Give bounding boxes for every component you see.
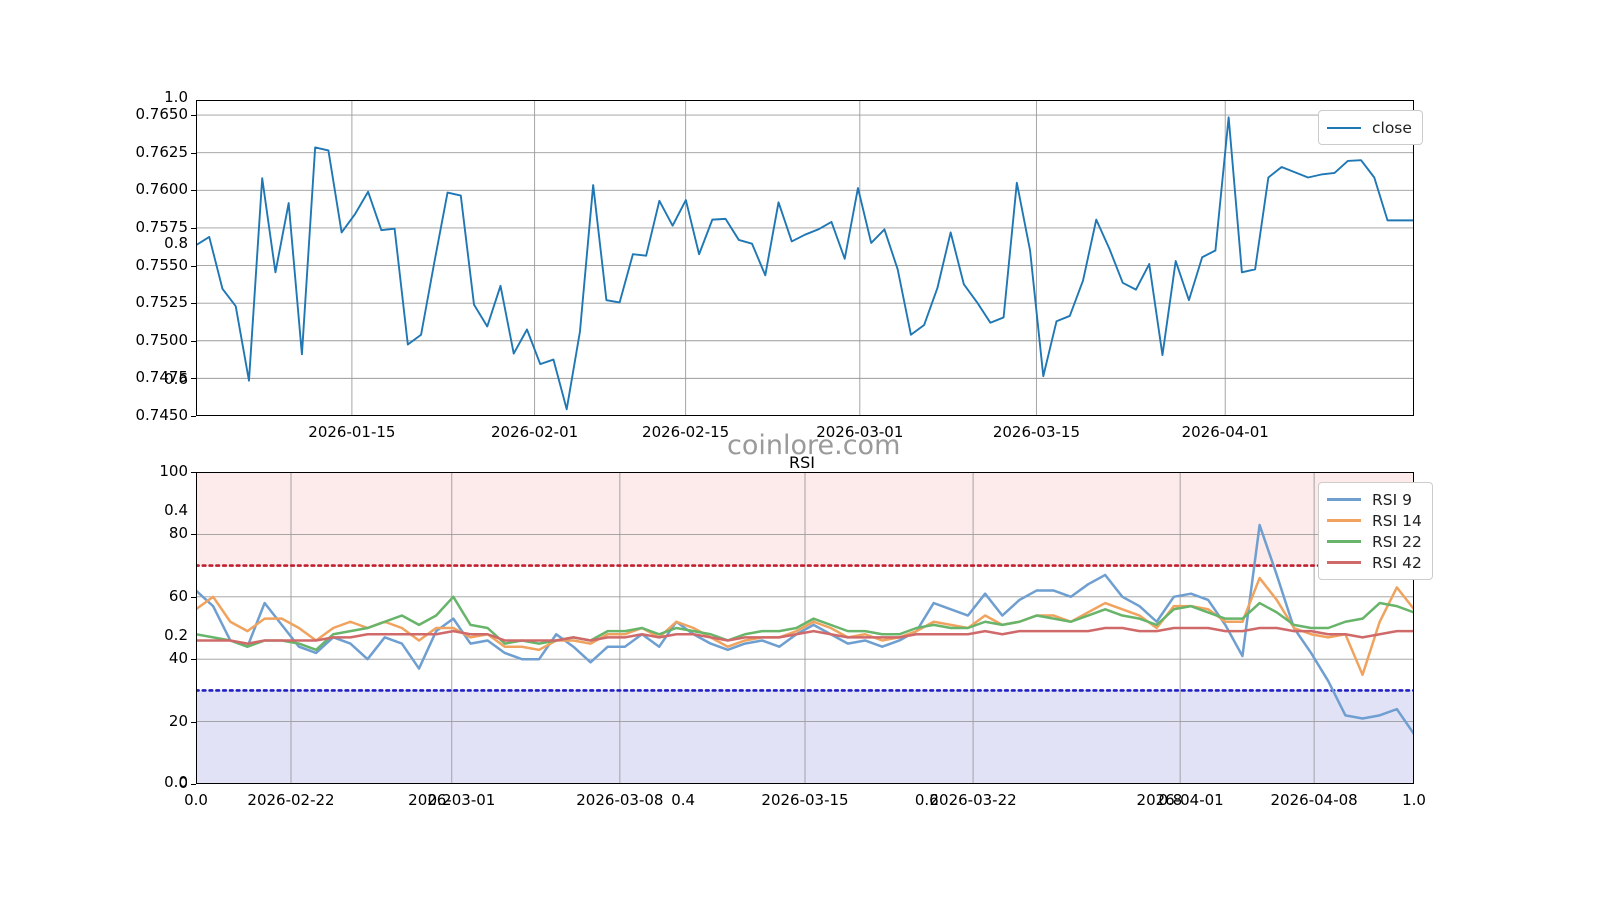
legend-swatch-icon: [1327, 561, 1361, 564]
rsi-overlay-x-tick-label: 0.4: [671, 791, 696, 809]
rsi-x-tick-label: 2026-03-01: [408, 791, 496, 809]
legend-item-label: RSI 42: [1372, 553, 1422, 572]
rsi-y-tick-mark: [191, 721, 196, 723]
rsi-x-tick-label: 2026-04-01: [1136, 791, 1224, 809]
price-x-tick-label: 2026-01-15: [308, 423, 396, 441]
rsi-x-tick-label: 2026-02-22: [247, 791, 335, 809]
legend-item-close[interactable]: close: [1327, 117, 1412, 138]
legend-swatch-icon: [1327, 540, 1361, 543]
price-y-tick-mark: [191, 378, 196, 380]
legend-swatch-icon: [1327, 519, 1361, 522]
price-chart-legend[interactable]: close: [1318, 110, 1423, 145]
rsi-y-tick-label: 20: [168, 711, 188, 730]
price-y-tick-label: 0.7600: [135, 180, 189, 199]
rsi-y-tick-mark: [191, 534, 196, 536]
rsi-y-tick-label: 100: [159, 462, 188, 480]
price-y-tick-label: 0.7475: [135, 368, 189, 387]
rsi-overlay-x-tick-label: 0.2: [427, 791, 452, 809]
legend-item-label: RSI 22: [1372, 532, 1422, 551]
rsi-y-tick-label: 60: [168, 586, 188, 605]
legend-item-rsi-22[interactable]: RSI 22: [1327, 531, 1422, 552]
rsi-overlay-y-tick-label: 0.2: [164, 626, 188, 644]
price-x-tick-label: 2026-04-01: [1181, 423, 1269, 441]
rsi-chart-canvas: [196, 472, 1414, 784]
rsi-y-tick-mark: [191, 472, 196, 473]
price-y-tick-label: 0.7525: [135, 293, 189, 312]
price-y-tick-label: 0.7650: [135, 105, 189, 124]
rsi-overlay-y-tick-label: 0.0: [164, 773, 188, 791]
watermark: coinlore.com: [727, 430, 901, 461]
legend-item-label: RSI 9: [1372, 490, 1412, 509]
rsi-y-tick-label: 80: [168, 524, 188, 543]
price-y-tick-mark: [191, 227, 196, 229]
rsi-y-tick-mark: [191, 659, 196, 661]
rsi-panel-title: RSI: [789, 453, 815, 472]
legend-swatch-icon: [1327, 126, 1361, 129]
rsi-overlay-x-tick-label: 0.0: [184, 791, 208, 809]
rsi-overlay-x-tick-label: 1.0: [1402, 791, 1426, 809]
price-overlay-y-tick-label: 0.8: [164, 234, 188, 252]
price-y-tick-mark: [191, 115, 196, 117]
price-y-tick-label: 0.7625: [135, 142, 189, 161]
price-y-tick-label: 0.7550: [135, 255, 189, 274]
price-y-tick-mark: [191, 416, 196, 417]
price-overlay-y-tick-label: 1.0: [164, 88, 188, 106]
legend-swatch-icon: [1327, 498, 1361, 501]
legend-item-rsi-9[interactable]: RSI 9: [1327, 489, 1422, 510]
rsi-y-tick-mark: [191, 596, 196, 598]
price-y-tick-mark: [191, 340, 196, 342]
rsi-overlay-x-tick-label: 0.8: [1158, 791, 1183, 809]
rsi-x-tick-label: 2026-03-08: [576, 791, 664, 809]
legend-item-label: RSI 14: [1372, 511, 1422, 530]
rsi-x-tick-label: 2026-04-08: [1270, 791, 1358, 809]
rsi-y-tick-label: 40: [168, 649, 188, 668]
rsi-y-tick-mark: [191, 784, 196, 785]
price-chart-canvas: [196, 100, 1414, 416]
price-y-tick-mark: [191, 265, 196, 267]
rsi-y-tick-label: 0: [178, 774, 188, 792]
price-overlay-y-tick-label: 0.6: [164, 370, 188, 388]
price-y-tick-label: 0.7450: [135, 406, 189, 424]
legend-item-rsi-42[interactable]: RSI 42: [1327, 552, 1422, 573]
price-chart-panel: [196, 100, 1414, 416]
rsi-chart-panel: [196, 472, 1414, 784]
rsi-x-tick-label: 2026-03-22: [929, 791, 1017, 809]
rsi-overlay-y-tick-label: 0.4: [164, 501, 188, 519]
price-x-tick-label: 2026-03-15: [992, 423, 1080, 441]
price-x-tick-label: 2026-02-01: [491, 423, 579, 441]
price-y-tick-label: 0.7575: [135, 217, 189, 236]
price-x-tick-label: 2026-02-15: [642, 423, 730, 441]
price-y-tick-label: 0.7500: [135, 330, 189, 349]
legend-item-rsi-14[interactable]: RSI 14: [1327, 510, 1422, 531]
rsi-chart-legend[interactable]: RSI 9 RSI 14 RSI 22 RSI 42: [1318, 482, 1433, 580]
legend-item-label: close: [1372, 118, 1412, 137]
rsi-x-tick-label: 2026-03-15: [761, 791, 849, 809]
rsi-overlay-x-tick-label: 0.6: [914, 791, 939, 809]
price-y-tick-mark: [191, 152, 196, 154]
price-y-tick-mark: [191, 303, 196, 305]
price-y-tick-mark: [191, 190, 196, 192]
price-x-tick-label: 2026-03-01: [816, 423, 904, 441]
